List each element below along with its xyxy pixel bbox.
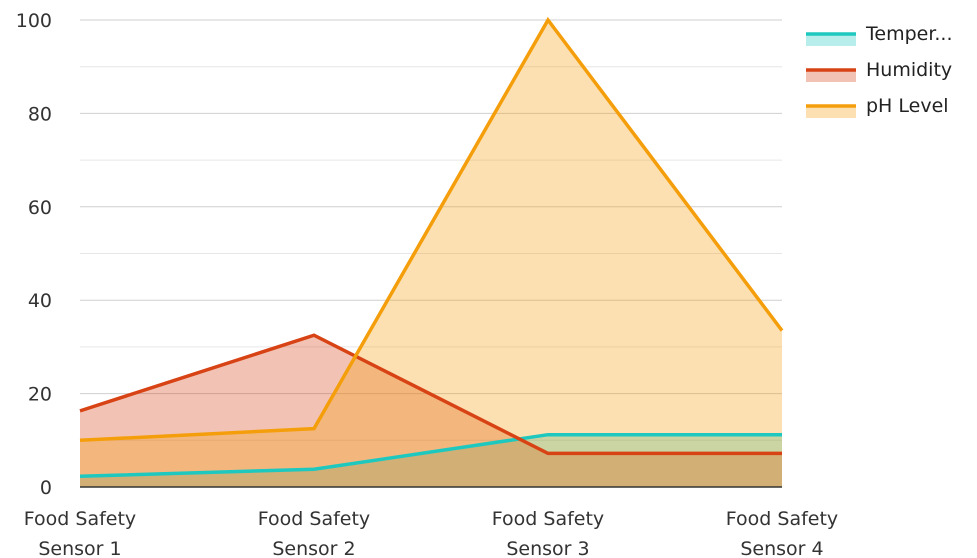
series-line-1 (79, 432, 782, 479)
y-tick-label: 80 (28, 103, 52, 125)
y-tick-label: 60 (28, 197, 52, 219)
x-axis-ticks: Food Safety Sensor 1 Food Safety Sensor 2 Fo… (24, 508, 838, 558)
series-areas (80, 20, 782, 487)
legend-label-3: pH Level (866, 95, 949, 117)
legend-label-2: Humidity (866, 59, 952, 81)
y-tick-label: 0 (40, 477, 52, 499)
series-area-1 (80, 434, 782, 487)
legend-label-1: Temper... (865, 23, 953, 45)
y-axis-ticks: 0 20 40 60 80 100 (16, 10, 52, 499)
y-tick-label: 20 (28, 384, 52, 406)
y-tick-label: 40 (28, 290, 52, 312)
series-line-2 (79, 333, 782, 456)
series-area-2 (80, 335, 782, 487)
y-tick-label: 100 (16, 10, 52, 32)
legend: Temper... Humidity pH Level (806, 23, 953, 118)
series-line-3 (79, 16, 784, 443)
x-tick-label: Food Safety Sensor 3 (492, 508, 604, 558)
legend-swatch-fill (806, 34, 856, 46)
series-lines (79, 16, 784, 479)
legend-swatch-fill (806, 70, 856, 82)
x-tick-label: Food Safety Sensor 4 (726, 508, 838, 558)
x-tick-label: Food Safety Sensor 1 (24, 508, 136, 558)
series-area-3 (80, 20, 782, 487)
gridlines (80, 19, 782, 441)
x-tick-label: Food Safety Sensor 2 (258, 508, 370, 558)
legend-swatch-fill (806, 106, 856, 118)
